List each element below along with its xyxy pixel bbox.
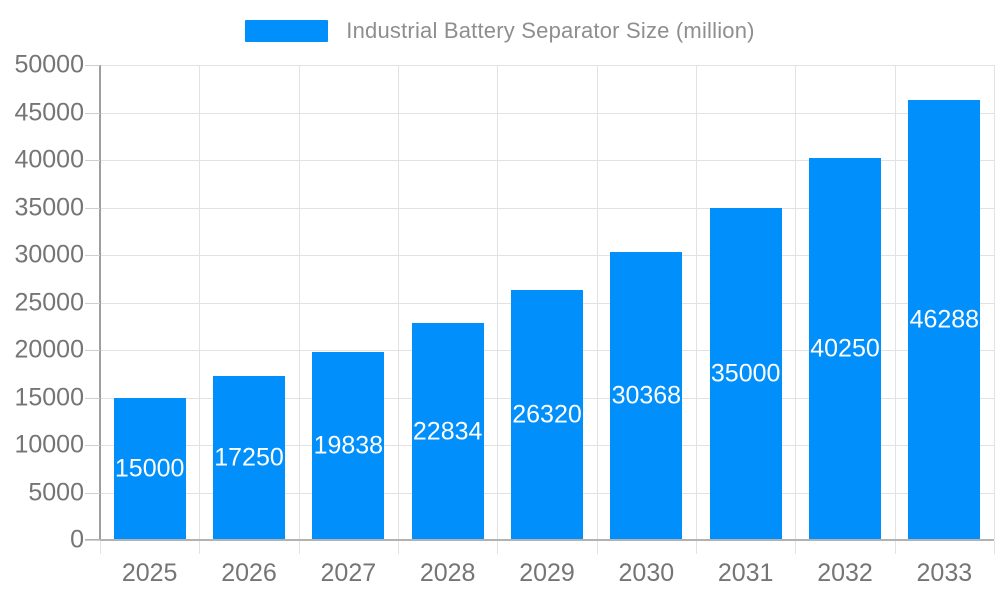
x-axis-label: 2030 [618, 559, 675, 587]
chart-legend[interactable]: Industrial Battery Separator Size (milli… [0, 18, 1000, 44]
x-axis-tick [994, 541, 995, 554]
bar[interactable]: 19838 [312, 351, 385, 540]
bar[interactable]: 30368 [610, 251, 683, 540]
x-axis-line [85, 539, 994, 541]
gridline-horizontal [100, 255, 994, 256]
bar-value-label: 15000 [114, 454, 185, 483]
x-axis-label: 2027 [320, 559, 377, 587]
gridline-vertical [398, 65, 399, 540]
y-axis-label: 30000 [14, 240, 84, 269]
gridline-horizontal [100, 160, 994, 161]
bar-value-label: 19838 [313, 431, 384, 460]
y-axis-label: 35000 [14, 193, 84, 221]
y-axis-label: 10000 [14, 430, 84, 459]
y-axis-label: 50000 [14, 50, 84, 79]
bar-value-label: 17250 [214, 443, 284, 472]
x-axis-label: 2026 [221, 559, 277, 587]
legend-label: Industrial Battery Separator Size (milli… [346, 18, 755, 43]
bar[interactable]: 46288 [908, 100, 981, 540]
bar[interactable]: 17250 [213, 376, 285, 540]
y-axis-tick [85, 397, 100, 399]
bar-value-label: 26320 [512, 400, 582, 429]
gridline-vertical [298, 65, 300, 540]
x-axis-tick [398, 541, 399, 554]
y-axis-tick [85, 255, 100, 256]
bar-value-label: 35000 [710, 359, 781, 388]
bar[interactable]: 35000 [709, 207, 782, 540]
gridline-vertical [795, 65, 797, 540]
x-axis-label: 2028 [419, 559, 476, 587]
x-axis-tick [199, 541, 201, 554]
y-axis-label: 45000 [14, 98, 84, 126]
x-axis-label: 2029 [519, 559, 575, 587]
gridline-vertical [199, 65, 201, 540]
gridline-horizontal [100, 207, 994, 209]
y-axis-label: 40000 [14, 145, 84, 174]
x-axis-tick [894, 541, 896, 554]
bar-value-label: 46288 [909, 305, 980, 334]
legend-swatch-icon [245, 20, 329, 42]
gridline-horizontal [100, 112, 994, 114]
y-axis-label: 25000 [14, 288, 84, 316]
bar-value-label: 22834 [412, 417, 483, 446]
y-axis-tick [85, 350, 100, 351]
gridline-vertical [596, 65, 598, 540]
x-axis-label: 2031 [717, 559, 774, 587]
bar[interactable]: 15000 [113, 397, 186, 540]
plot-area: 15000 17250 19838 22834 26320 30368 35000 40250… [100, 65, 995, 540]
y-axis-line [99, 65, 101, 540]
x-axis-label: 2032 [817, 559, 873, 587]
y-axis-label: 15000 [14, 383, 84, 411]
bar[interactable]: 22834 [411, 323, 484, 540]
x-axis-tick [298, 541, 300, 554]
x-axis-tick [497, 541, 499, 554]
y-axis-tick [85, 492, 100, 494]
gridline-vertical [994, 65, 995, 540]
y-axis-label: 5000 [28, 478, 84, 506]
bar-value-label: 30368 [611, 381, 682, 410]
y-axis-tick [85, 207, 100, 209]
x-axis-label: 2025 [121, 559, 178, 587]
bar[interactable]: 26320 [511, 289, 583, 540]
y-axis-tick [85, 112, 100, 114]
x-axis-tick [596, 541, 598, 554]
y-axis-tick [85, 302, 100, 304]
gridline-horizontal [100, 65, 994, 66]
x-axis-tick [795, 541, 797, 554]
y-axis-label: 20000 [14, 335, 84, 364]
x-axis-tick [100, 541, 101, 554]
gridline-vertical [497, 65, 499, 540]
y-axis-tick [85, 540, 100, 541]
bar[interactable]: 40250 [809, 157, 881, 540]
y-axis-label: 0 [70, 525, 84, 554]
bar-value-label: 40250 [810, 334, 880, 363]
x-axis-tick [696, 541, 697, 554]
y-axis-tick [85, 445, 100, 446]
y-axis-tick [85, 65, 100, 66]
y-axis-tick [85, 160, 100, 161]
gridline-vertical [696, 65, 697, 540]
gridline-vertical [894, 65, 896, 540]
x-axis-label: 2033 [916, 559, 973, 587]
